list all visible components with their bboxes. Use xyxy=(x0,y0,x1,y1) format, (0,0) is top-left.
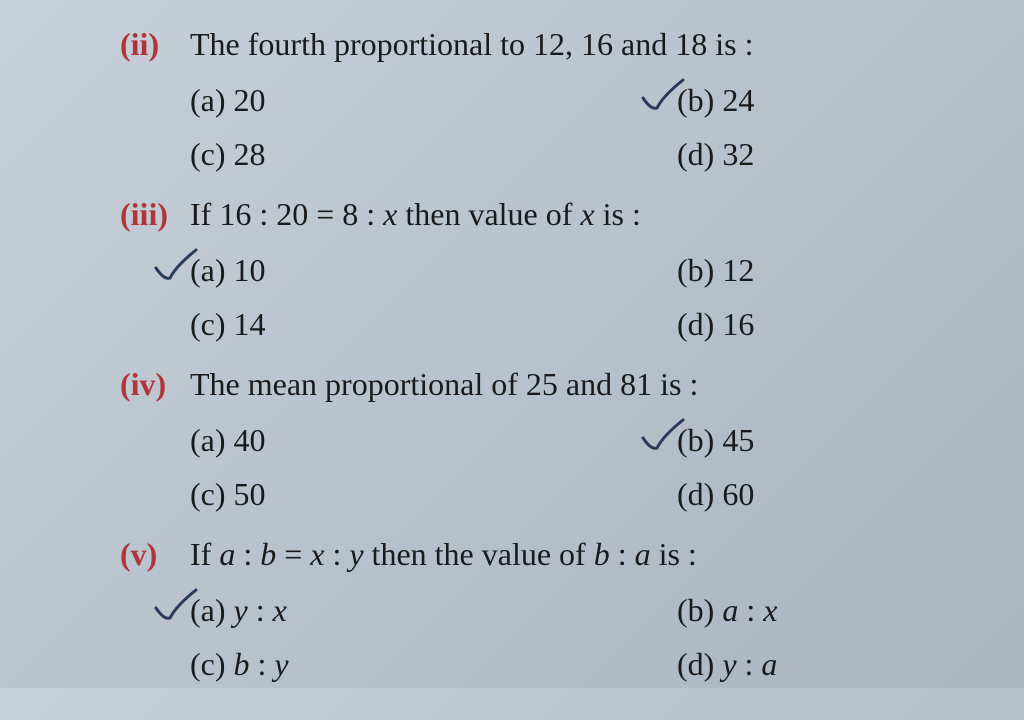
text: If 16 : 20 = 8 : xyxy=(190,196,383,232)
option-label: (b) 45 xyxy=(677,416,754,464)
var: b xyxy=(594,536,610,572)
question-iv: (iv) The mean proportional of 25 and 81 … xyxy=(120,360,984,518)
question-line: (iv) The mean proportional of 25 and 81 … xyxy=(120,360,984,408)
question-text: The fourth proportional to 12, 16 and 18… xyxy=(190,20,753,68)
option-c: (c) 50 xyxy=(190,470,497,518)
option-a: (a) 20 xyxy=(190,76,497,124)
option-d: (d) 32 xyxy=(677,130,984,178)
option-c: (c) 28 xyxy=(190,130,497,178)
question-line: (ii) The fourth proportional to 12, 16 a… xyxy=(120,20,984,68)
question-number: (v) xyxy=(120,530,190,578)
options-grid: (a) y : x (b) a : x (c) b : y (d) y : a xyxy=(190,586,984,688)
text: : xyxy=(250,646,275,682)
var: b xyxy=(234,646,250,682)
var: x xyxy=(763,592,777,628)
option-label: (b) a : x xyxy=(677,586,777,634)
text: = xyxy=(276,536,310,572)
option-b: (b) 45 xyxy=(677,416,984,464)
option-label: (b) 24 xyxy=(677,76,754,124)
question-number: (iii) xyxy=(120,190,190,238)
text: : xyxy=(737,646,762,682)
option-a: (a) 40 xyxy=(190,416,497,464)
text: (c) xyxy=(190,646,234,682)
text: then value of xyxy=(397,196,580,232)
var: y xyxy=(274,646,288,682)
question-text: If a : b = x : y then the value of b : a… xyxy=(190,530,697,578)
option-label: (d) 32 xyxy=(677,130,754,178)
option-label: (d) 16 xyxy=(677,300,754,348)
option-a: (a) y : x xyxy=(190,586,497,634)
page-content: (ii) The fourth proportional to 12, 16 a… xyxy=(0,0,1024,720)
var: a xyxy=(219,536,235,572)
option-label: (d) y : a xyxy=(677,640,777,688)
option-label: (a) 20 xyxy=(190,76,266,124)
question-text: The mean proportional of 25 and 81 is : xyxy=(190,360,698,408)
option-c: (c) b : y xyxy=(190,640,497,688)
var: x xyxy=(383,196,397,232)
options-grid: (a) 40 (b) 45 (c) 50 (d) 60 xyxy=(190,416,984,518)
text: : xyxy=(610,536,635,572)
question-number: (iv) xyxy=(120,360,190,408)
var: x xyxy=(580,196,594,232)
option-label: (c) 14 xyxy=(190,300,266,348)
question-line: (v) If a : b = x : y then the value of b… xyxy=(120,530,984,578)
text: is : xyxy=(595,196,641,232)
option-label: (c) b : y xyxy=(190,640,289,688)
text: then the value of xyxy=(364,536,594,572)
option-b: (b) 12 xyxy=(677,246,984,294)
option-label: (b) 12 xyxy=(677,246,754,294)
option-label: (a) y : x xyxy=(190,586,287,634)
question-text: If 16 : 20 = 8 : x then value of x is : xyxy=(190,190,641,238)
var: y xyxy=(349,536,363,572)
options-grid: (a) 10 (b) 12 (c) 14 (d) 16 xyxy=(190,246,984,348)
question-iii: (iii) If 16 : 20 = 8 : x then value of x… xyxy=(120,190,984,348)
option-label: (c) 28 xyxy=(190,130,266,178)
var: y xyxy=(234,592,248,628)
option-label: (a) 40 xyxy=(190,416,266,464)
var: x xyxy=(273,592,287,628)
question-number: (ii) xyxy=(120,20,190,68)
text: : xyxy=(235,536,260,572)
option-label: (d) 60 xyxy=(677,470,754,518)
option-b: (b) a : x xyxy=(677,586,984,634)
text: If xyxy=(190,536,219,572)
text: (b) xyxy=(677,592,722,628)
option-d: (d) 16 xyxy=(677,300,984,348)
text: : xyxy=(738,592,763,628)
text: (a) xyxy=(190,592,234,628)
option-d: (d) y : a xyxy=(677,640,984,688)
option-c: (c) 14 xyxy=(190,300,497,348)
options-grid: (a) 20 (b) 24 (c) 28 (d) 32 xyxy=(190,76,984,178)
question-v: (v) If a : b = x : y then the value of b… xyxy=(120,530,984,688)
option-d: (d) 60 xyxy=(677,470,984,518)
var: a xyxy=(722,592,738,628)
option-a: (a) 10 xyxy=(190,246,497,294)
option-label: (a) 10 xyxy=(190,246,266,294)
option-b: (b) 24 xyxy=(677,76,984,124)
text: : xyxy=(248,592,273,628)
text: (d) xyxy=(677,646,722,682)
var: x xyxy=(310,536,324,572)
var: a xyxy=(635,536,651,572)
var: b xyxy=(260,536,276,572)
var: y xyxy=(722,646,736,682)
var: a xyxy=(761,646,777,682)
question-ii: (ii) The fourth proportional to 12, 16 a… xyxy=(120,20,984,178)
question-line: (iii) If 16 : 20 = 8 : x then value of x… xyxy=(120,190,984,238)
text: : xyxy=(324,536,349,572)
option-label: (c) 50 xyxy=(190,470,266,518)
text: is : xyxy=(651,536,697,572)
